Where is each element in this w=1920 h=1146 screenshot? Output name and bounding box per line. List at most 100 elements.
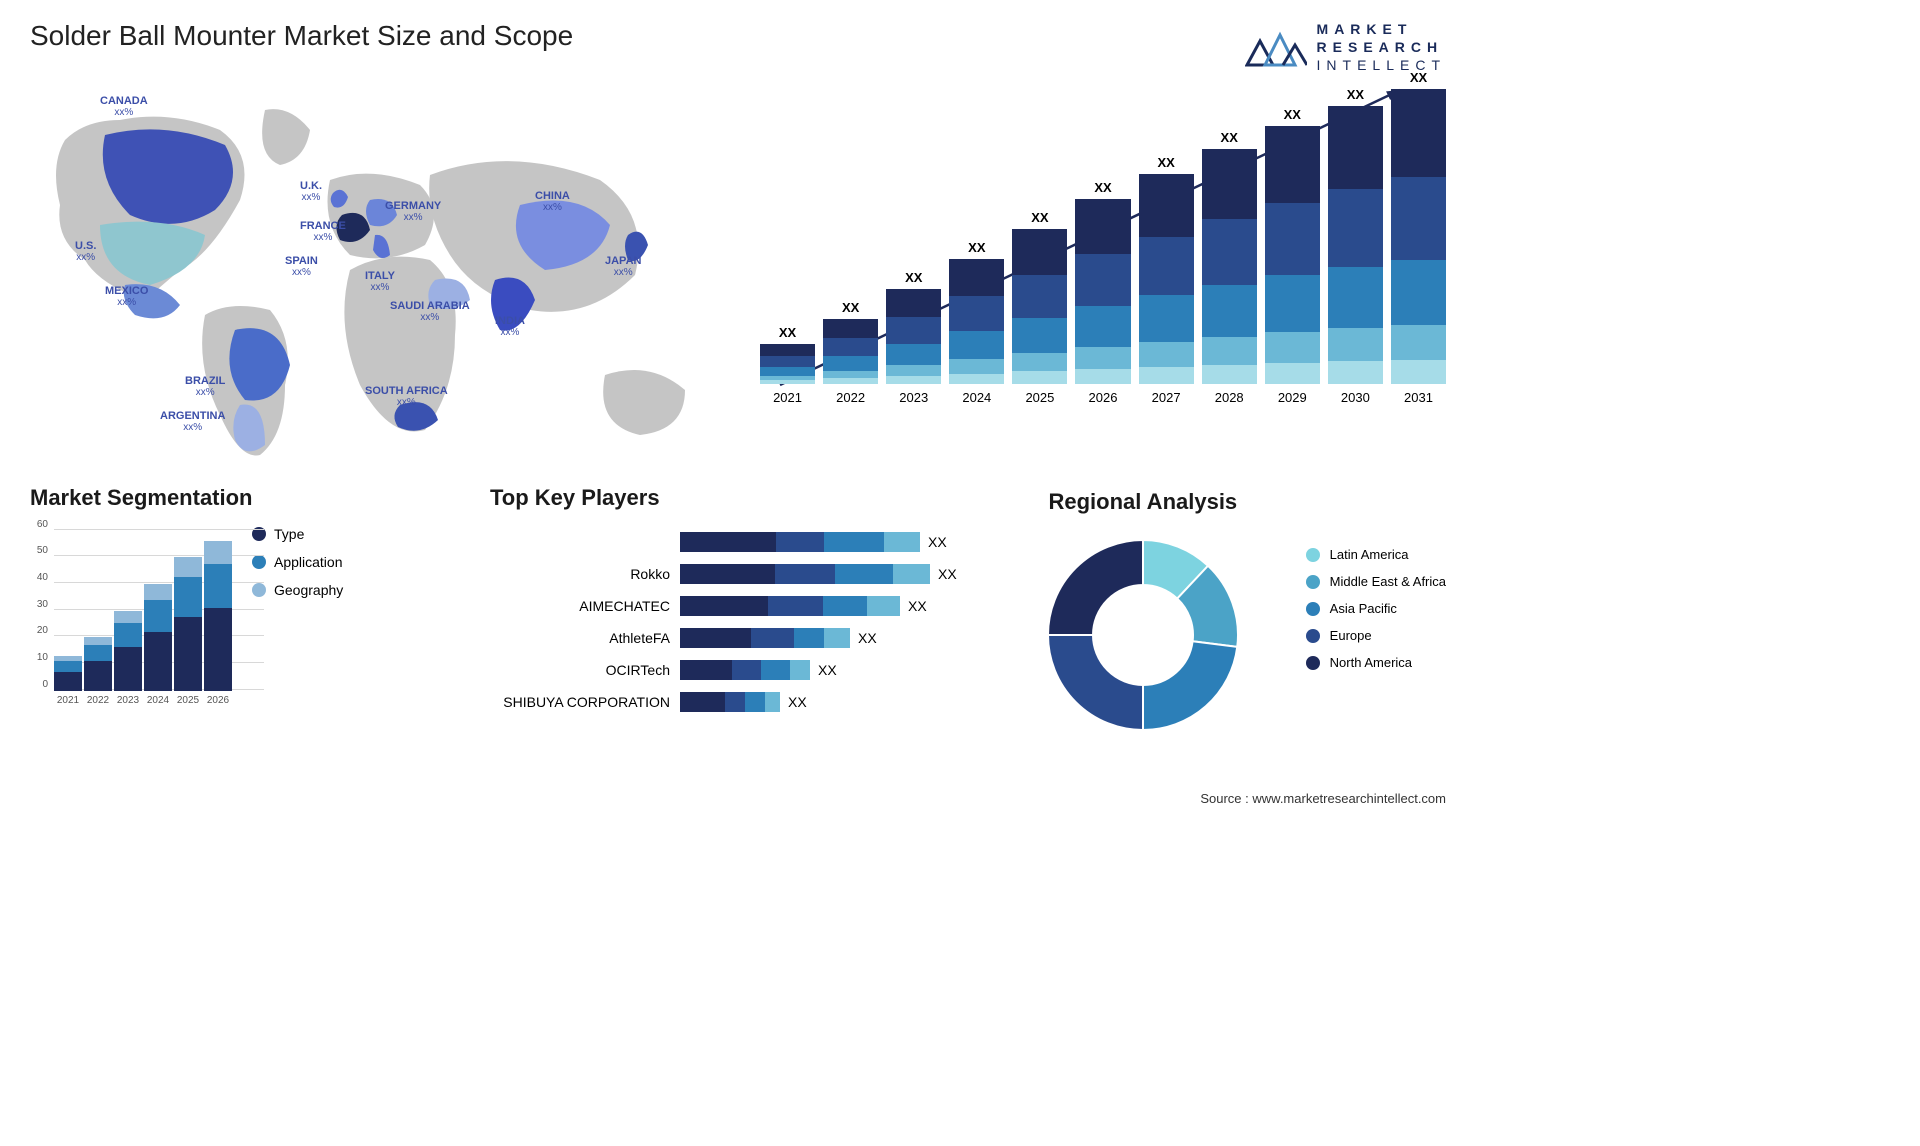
main-bar-column: XX 2025	[1012, 210, 1067, 405]
logo-text-2: RESEARCH	[1317, 38, 1446, 56]
bar-value-label: XX	[779, 325, 796, 340]
bar-value-label: XX	[1157, 155, 1174, 170]
player-bar-list: XX XX XX XX XX XX	[680, 526, 970, 718]
player-bar-row: XX	[680, 558, 970, 590]
player-value: XX	[908, 598, 927, 614]
main-bar-column: XX 2028	[1202, 130, 1257, 405]
player-name	[490, 526, 670, 558]
logo-icon	[1245, 23, 1307, 71]
bar-value-label: XX	[1094, 180, 1111, 195]
seg-year-label: 2025	[177, 695, 199, 706]
seg-ytick: 20	[37, 625, 48, 636]
player-name: AIMECHATEC	[490, 590, 670, 622]
map-label: FRANCExx%	[300, 220, 346, 243]
bar-year-label: 2030	[1341, 390, 1370, 405]
seg-legend-item: Type	[252, 526, 343, 542]
bar-value-label: XX	[1347, 87, 1364, 102]
seg-ytick: 50	[37, 545, 48, 556]
seg-ytick: 0	[42, 679, 48, 690]
main-bar-chart: XX 2021 XX 2022 XX 2023 XX 2024 XX 2025 XX 2026 XX 20…	[760, 85, 1446, 465]
main-bar-column: XX 2023	[886, 270, 941, 405]
map-label: SOUTH AFRICAxx%	[365, 385, 448, 408]
bar-year-label: 2031	[1404, 390, 1433, 405]
map-label: JAPANxx%	[605, 255, 641, 278]
main-bar-column: XX 2026	[1075, 180, 1130, 405]
bar-year-label: 2022	[836, 390, 865, 405]
seg-year-label: 2021	[57, 695, 79, 706]
donut-legend-item: Asia Pacific	[1306, 601, 1446, 616]
donut-chart	[1038, 530, 1248, 740]
map-label: U.K.xx%	[300, 180, 322, 203]
bar-year-label: 2027	[1152, 390, 1181, 405]
world-map: CANADAxx%U.S.xx%MEXICOxx%BRAZILxx%ARGENT…	[30, 85, 730, 465]
donut-section: Regional Analysis Latin AmericaMiddle Ea…	[1010, 485, 1446, 745]
bar-value-label: XX	[1031, 210, 1048, 225]
map-label: SPAINxx%	[285, 255, 318, 278]
donut-legend: Latin AmericaMiddle East & AfricaAsia Pa…	[1306, 547, 1446, 682]
player-value: XX	[938, 566, 957, 582]
map-label: U.S.xx%	[75, 240, 96, 263]
seg-ytick: 40	[37, 572, 48, 583]
bar-value-label: XX	[1221, 130, 1238, 145]
logo-text-1: MARKET	[1317, 20, 1446, 38]
bar-year-label: 2028	[1215, 390, 1244, 405]
bar-value-label: XX	[968, 240, 985, 255]
seg-bar-column: 2023	[114, 611, 142, 706]
segmentation-chart: 0102030405060202120222023202420252026	[30, 526, 232, 706]
donut-legend-item: Latin America	[1306, 547, 1446, 562]
donut-legend-item: Europe	[1306, 628, 1446, 643]
seg-ytick: 10	[37, 652, 48, 663]
map-label: INDIAxx%	[495, 315, 525, 338]
source-attribution: Source : www.marketresearchintellect.com	[1200, 791, 1446, 806]
bar-year-label: 2023	[899, 390, 928, 405]
seg-year-label: 2022	[87, 695, 109, 706]
main-bar-column: XX 2031	[1391, 70, 1446, 405]
main-bar-column: XX 2030	[1328, 87, 1383, 405]
player-value: XX	[928, 534, 947, 550]
seg-ytick: 60	[37, 519, 48, 530]
seg-bar-column: 2024	[144, 584, 172, 706]
player-value: XX	[858, 630, 877, 646]
donut-title: Regional Analysis	[1010, 489, 1276, 515]
player-bar-row: XX	[680, 654, 970, 686]
player-bar-row: XX	[680, 590, 970, 622]
donut-legend-item: North America	[1306, 655, 1446, 670]
bar-year-label: 2021	[773, 390, 802, 405]
page-title: Solder Ball Mounter Market Size and Scop…	[30, 20, 573, 52]
players-section: Top Key Players RokkoAIMECHATECAthleteFA…	[490, 485, 970, 745]
bar-value-label: XX	[905, 270, 922, 285]
main-bar-column: XX 2024	[949, 240, 1004, 405]
bar-value-label: XX	[1284, 107, 1301, 122]
map-label: BRAZILxx%	[185, 375, 225, 398]
seg-year-label: 2024	[147, 695, 169, 706]
bar-year-label: 2024	[962, 390, 991, 405]
bar-year-label: 2025	[1025, 390, 1054, 405]
seg-legend-item: Application	[252, 554, 343, 570]
player-name: SHIBUYA CORPORATION	[490, 686, 670, 718]
player-bar-row: XX	[680, 526, 970, 558]
map-label: ITALYxx%	[365, 270, 395, 293]
segmentation-title: Market Segmentation	[30, 485, 450, 511]
seg-bar-column: 2026	[204, 541, 232, 705]
players-title: Top Key Players	[490, 485, 970, 511]
player-name: AthleteFA	[490, 622, 670, 654]
main-bar-column: XX 2022	[823, 300, 878, 405]
bar-value-label: XX	[842, 300, 859, 315]
bar-year-label: 2026	[1089, 390, 1118, 405]
seg-legend-item: Geography	[252, 582, 343, 598]
player-value: XX	[818, 662, 837, 678]
seg-year-label: 2023	[117, 695, 139, 706]
seg-bar-column: 2022	[84, 637, 112, 705]
bar-value-label: XX	[1410, 70, 1427, 85]
map-label: SAUDI ARABIAxx%	[390, 300, 470, 323]
segmentation-legend: Type Application Geography	[252, 526, 343, 706]
seg-year-label: 2026	[207, 695, 229, 706]
seg-bar-column: 2021	[54, 656, 82, 706]
player-value: XX	[788, 694, 807, 710]
seg-ytick: 30	[37, 599, 48, 610]
main-bar-column: XX 2027	[1139, 155, 1194, 405]
map-label: GERMANYxx%	[385, 200, 441, 223]
main-bar-column: XX 2021	[760, 325, 815, 405]
map-label: MEXICOxx%	[105, 285, 148, 308]
brand-logo: MARKET RESEARCH INTELLECT	[1245, 20, 1446, 75]
